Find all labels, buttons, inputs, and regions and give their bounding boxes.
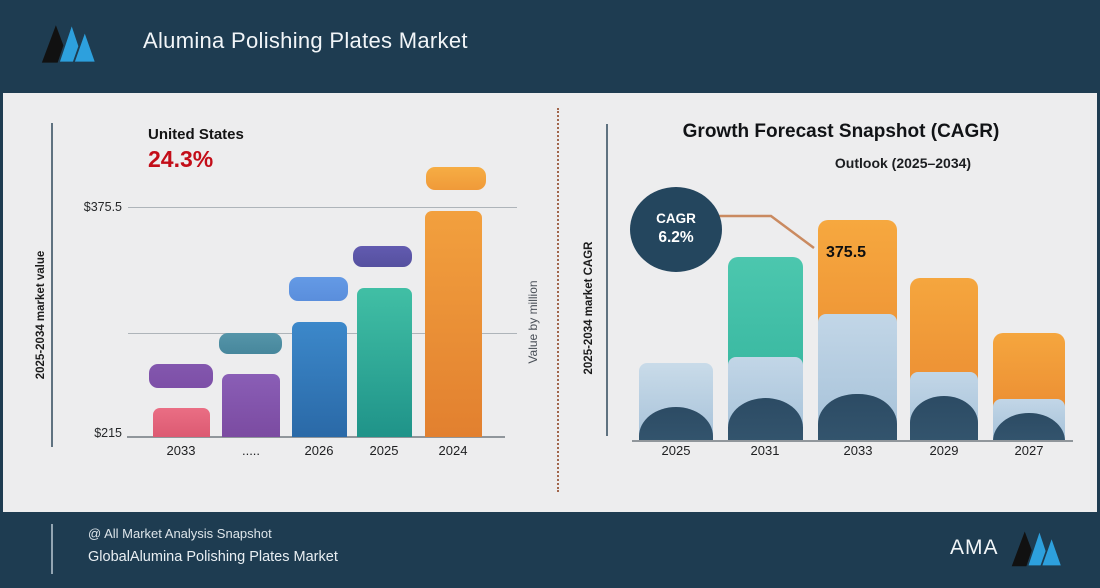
left-x-label-2024: 2024 xyxy=(438,443,468,458)
left-bar-cap-2024 xyxy=(426,167,486,190)
left-x-label-2025: 2025 xyxy=(369,443,399,458)
ama-logo-icon xyxy=(40,20,96,66)
left-x-label-2033: 2033 xyxy=(166,443,196,458)
left-chart-y-tick-bottom: $215 xyxy=(94,426,122,440)
right-chart-x-axis-line xyxy=(632,440,1073,442)
left-chart-x-axis-line xyxy=(127,436,505,438)
left-bar-cap-2026 xyxy=(289,277,348,301)
left-chart-y-axis-label: 2025-2034 market value xyxy=(35,250,47,380)
right-bar-2031-base xyxy=(728,398,803,441)
ama-footer-logo-icon xyxy=(1010,527,1062,569)
right-x-label-2027: 2027 xyxy=(1014,443,1044,458)
left-chart-y-tick-top: $375.5 xyxy=(83,200,122,214)
footer-source-line: @ All Market Analysis Snapshot xyxy=(88,526,272,541)
right-bar-2033-base xyxy=(818,394,897,441)
left-chart-y-axis-line xyxy=(51,123,53,447)
left-bar-2026 xyxy=(292,322,347,437)
left-bar-cap-dots xyxy=(219,333,282,354)
left-chart-gridline-upper xyxy=(128,207,517,208)
left-chart-region-value: 24.3% xyxy=(148,146,214,172)
cagr-badge: CAGR 6.2% xyxy=(630,187,722,272)
page-title: Alumina Polishing Plates Market xyxy=(143,28,468,53)
left-bar-2033 xyxy=(153,408,210,437)
right-x-label-2031: 2031 xyxy=(750,443,780,458)
panel-divider-dotted-line xyxy=(557,108,559,492)
footer-vertical-rule xyxy=(51,524,53,574)
header-bar: Alumina Polishing Plates Market xyxy=(0,0,1100,93)
right-x-label-2025: 2025 xyxy=(661,443,691,458)
footer-bar xyxy=(0,512,1100,588)
left-bar-2025 xyxy=(357,288,412,437)
footer-report-line: GlobalAlumina Polishing Plates Market xyxy=(88,549,338,565)
left-x-label-2026: 2026 xyxy=(304,443,334,458)
right-bar-2029-base xyxy=(910,396,978,441)
left-bar-2024 xyxy=(425,211,482,437)
cagr-badge-value: 6.2% xyxy=(658,229,694,247)
left-bar-cap-2033 xyxy=(149,364,213,388)
left-bar-cap-2025 xyxy=(353,246,412,267)
right-chart-subtitle: Outlook (2025–2034) xyxy=(834,155,972,171)
right-chart-y-axis-label: 2025-2034 market CAGR xyxy=(583,241,595,375)
left-chart-region-label: United States xyxy=(148,126,244,143)
left-x-label-dots: ..... xyxy=(241,443,261,458)
right-x-label-2029: 2029 xyxy=(929,443,959,458)
left-bar-dots xyxy=(222,374,280,437)
peak-value-annotation: 375.5 xyxy=(826,244,867,261)
right-chart-y-axis-line xyxy=(606,124,608,436)
right-chart-title: Growth Forecast Snapshot (CAGR) xyxy=(682,121,1000,142)
left-chart-secondary-axis-label: Value by million xyxy=(526,280,540,364)
right-x-label-2033: 2033 xyxy=(843,443,873,458)
cagr-badge-label: CAGR xyxy=(656,211,696,227)
footer-brand-text: AMA xyxy=(950,536,999,559)
